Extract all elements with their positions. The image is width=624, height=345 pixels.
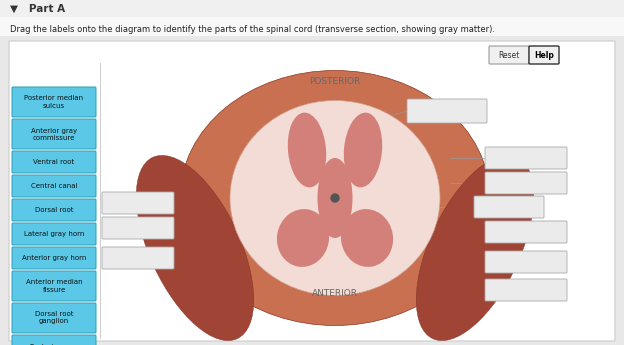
FancyBboxPatch shape	[9, 41, 615, 341]
FancyBboxPatch shape	[12, 119, 96, 149]
Ellipse shape	[344, 112, 383, 187]
Text: Central canal: Central canal	[31, 183, 77, 189]
Ellipse shape	[230, 100, 440, 296]
FancyBboxPatch shape	[489, 46, 529, 64]
Text: ANTERIOR: ANTERIOR	[312, 289, 358, 298]
Text: Dorsal root
ganglion: Dorsal root ganglion	[35, 312, 73, 325]
FancyBboxPatch shape	[0, 17, 624, 36]
Ellipse shape	[341, 209, 393, 267]
FancyBboxPatch shape	[485, 251, 567, 273]
FancyBboxPatch shape	[12, 335, 96, 345]
FancyBboxPatch shape	[474, 196, 544, 218]
FancyBboxPatch shape	[12, 199, 96, 221]
Text: Anterior gray horn: Anterior gray horn	[22, 255, 86, 261]
FancyBboxPatch shape	[485, 279, 567, 301]
FancyBboxPatch shape	[12, 303, 96, 333]
FancyBboxPatch shape	[485, 221, 567, 243]
Text: Dorsal root: Dorsal root	[35, 207, 73, 213]
Text: Posterior median
sulcus: Posterior median sulcus	[24, 96, 84, 108]
Circle shape	[331, 194, 339, 202]
Text: Drag the labels onto the diagram to identify the parts of the spinal cord (trans: Drag the labels onto the diagram to iden…	[10, 26, 495, 34]
FancyBboxPatch shape	[485, 147, 567, 169]
FancyBboxPatch shape	[102, 217, 174, 239]
FancyBboxPatch shape	[12, 247, 96, 269]
FancyBboxPatch shape	[102, 192, 174, 214]
Ellipse shape	[277, 209, 329, 267]
Text: Posterior gray
horn: Posterior gray horn	[30, 344, 79, 345]
Ellipse shape	[416, 155, 534, 341]
FancyBboxPatch shape	[102, 247, 174, 269]
Ellipse shape	[288, 112, 326, 187]
FancyBboxPatch shape	[12, 175, 96, 197]
FancyBboxPatch shape	[407, 99, 487, 123]
Ellipse shape	[318, 158, 353, 238]
Text: Help: Help	[534, 50, 554, 59]
FancyBboxPatch shape	[12, 151, 96, 173]
Text: Lateral gray horn: Lateral gray horn	[24, 231, 84, 237]
FancyBboxPatch shape	[12, 271, 96, 301]
Text: Anterior median
fissure: Anterior median fissure	[26, 279, 82, 293]
Text: Anterior gray
commissure: Anterior gray commissure	[31, 128, 77, 140]
Text: POSTERIOR: POSTERIOR	[310, 78, 361, 87]
Ellipse shape	[136, 155, 254, 341]
FancyBboxPatch shape	[0, 0, 624, 19]
FancyBboxPatch shape	[529, 46, 559, 64]
Text: Ventral root: Ventral root	[34, 159, 74, 165]
Text: ▼   Part A: ▼ Part A	[10, 4, 65, 14]
Text: Reset: Reset	[499, 50, 520, 59]
FancyBboxPatch shape	[12, 223, 96, 245]
FancyBboxPatch shape	[485, 172, 567, 194]
FancyBboxPatch shape	[12, 87, 96, 117]
Ellipse shape	[180, 70, 490, 325]
